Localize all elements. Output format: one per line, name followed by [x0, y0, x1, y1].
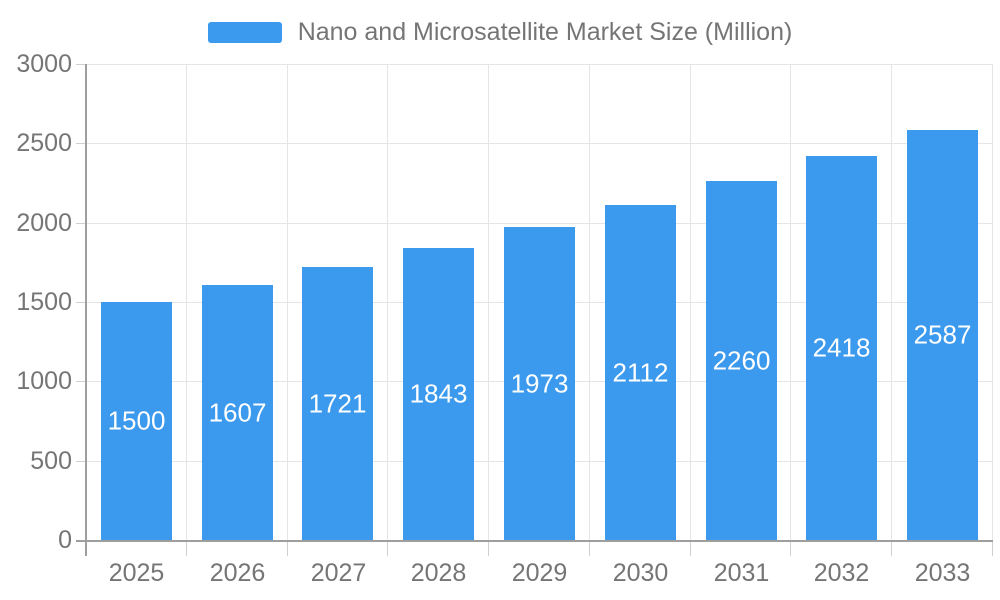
bar-value-label: 1500	[107, 405, 166, 436]
y-axis-label: 2500	[16, 129, 72, 157]
bar-value-label: 2418	[812, 332, 871, 363]
y-axis-tick	[76, 302, 86, 303]
bar[interactable]: 2418	[806, 156, 877, 540]
x-axis-tick	[186, 541, 187, 556]
bar-value-label: 2587	[913, 319, 972, 350]
bar-value-label: 1843	[409, 378, 468, 409]
gridline-v	[992, 64, 993, 540]
y-axis-label: 2000	[16, 209, 72, 237]
y-axis-label: 1500	[16, 288, 72, 316]
bar[interactable]: 1500	[101, 302, 172, 540]
y-axis-line	[85, 64, 87, 556]
y-axis-tick	[76, 143, 86, 144]
x-axis-label: 2025	[108, 559, 165, 587]
x-axis-tick	[992, 541, 993, 556]
x-axis-tick	[387, 541, 388, 556]
y-axis-label: 0	[58, 526, 72, 554]
bar-value-label: 1973	[510, 368, 569, 398]
gridline-v	[186, 64, 187, 540]
x-axis-tick	[790, 541, 791, 556]
x-axis-label: 2028	[410, 559, 467, 587]
bar[interactable]: 1973	[504, 227, 575, 540]
x-axis-label: 2029	[511, 559, 568, 587]
y-axis-label: 1000	[16, 367, 72, 395]
gridline-h	[86, 223, 993, 224]
bar-value-label: 1721	[308, 388, 367, 418]
x-axis-label: 2027	[310, 559, 367, 587]
gridline-v	[589, 64, 590, 540]
bar-value-label: 1607	[208, 397, 267, 427]
bar[interactable]: 1721	[302, 267, 373, 540]
x-axis-label: 2033	[914, 559, 971, 587]
gridline-h	[86, 64, 993, 65]
y-axis-tick	[76, 223, 86, 224]
x-axis-tick	[287, 541, 288, 556]
bar-value-label: 2112	[612, 357, 669, 387]
x-axis-line	[76, 540, 993, 542]
gridline-v	[891, 64, 892, 540]
x-axis-label: 2026	[209, 559, 266, 587]
gridline-v	[790, 64, 791, 540]
gridline-v	[387, 64, 388, 540]
gridline-v	[690, 64, 691, 540]
x-axis-tick	[891, 541, 892, 556]
x-axis-tick	[488, 541, 489, 556]
y-axis-label: 500	[30, 447, 72, 475]
x-axis-label: 2032	[813, 559, 870, 587]
gridline-h	[86, 143, 993, 144]
legend-swatch-icon	[207, 21, 282, 43]
bar-value-label: 2260	[712, 345, 771, 375]
bar[interactable]: 2587	[907, 130, 978, 540]
legend-item[interactable]: Nano and Microsatellite Market Size (Mil…	[0, 17, 1000, 46]
bar[interactable]: 1843	[403, 248, 474, 540]
bar[interactable]: 1607	[202, 285, 273, 540]
x-axis-label: 2030	[612, 559, 669, 587]
bar[interactable]: 2112	[605, 205, 676, 540]
x-axis-label: 2031	[713, 559, 770, 587]
y-axis-label: 3000	[16, 50, 72, 78]
legend-label: Nano and Microsatellite Market Size (Mil…	[297, 17, 793, 46]
gridline-v	[287, 64, 288, 540]
x-axis-tick	[690, 541, 691, 556]
y-axis-tick	[76, 461, 86, 462]
bar[interactable]: 2260	[706, 181, 777, 540]
x-axis-tick	[589, 541, 590, 556]
gridline-v	[488, 64, 489, 540]
y-axis-tick	[76, 64, 86, 65]
y-axis-tick	[76, 381, 86, 382]
